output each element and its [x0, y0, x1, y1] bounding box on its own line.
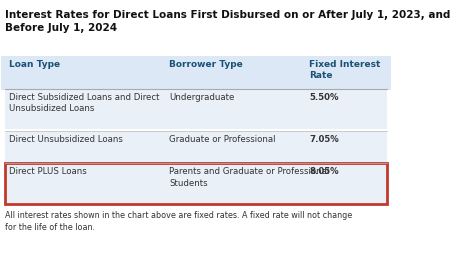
Text: Graduate or Professional: Graduate or Professional	[169, 135, 275, 144]
FancyBboxPatch shape	[5, 163, 387, 204]
Text: Direct Subsidized Loans and Direct
Unsubsidized Loans: Direct Subsidized Loans and Direct Unsub…	[9, 93, 160, 113]
Text: All interest rates shown in the chart above are fixed rates. A fixed rate will n: All interest rates shown in the chart ab…	[5, 211, 353, 232]
Text: Direct PLUS Loans: Direct PLUS Loans	[9, 167, 87, 177]
Text: 5.50%: 5.50%	[309, 93, 338, 101]
FancyBboxPatch shape	[1, 56, 391, 90]
Text: Direct Unsubsidized Loans: Direct Unsubsidized Loans	[9, 135, 123, 144]
Text: Loan Type: Loan Type	[9, 60, 60, 69]
FancyBboxPatch shape	[5, 89, 387, 129]
Text: Interest Rates for Direct Loans First Disbursed on or After July 1, 2023, and
Be: Interest Rates for Direct Loans First Di…	[5, 10, 451, 33]
Text: Borrower Type: Borrower Type	[169, 60, 243, 69]
Text: 7.05%: 7.05%	[309, 135, 339, 144]
Text: Fixed Interest
Rate: Fixed Interest Rate	[309, 60, 381, 80]
Text: Undergraduate: Undergraduate	[169, 93, 234, 101]
Text: 8.05%: 8.05%	[309, 167, 339, 177]
FancyBboxPatch shape	[5, 131, 387, 162]
Text: Parents and Graduate or Professional
Students: Parents and Graduate or Professional Stu…	[169, 167, 329, 188]
